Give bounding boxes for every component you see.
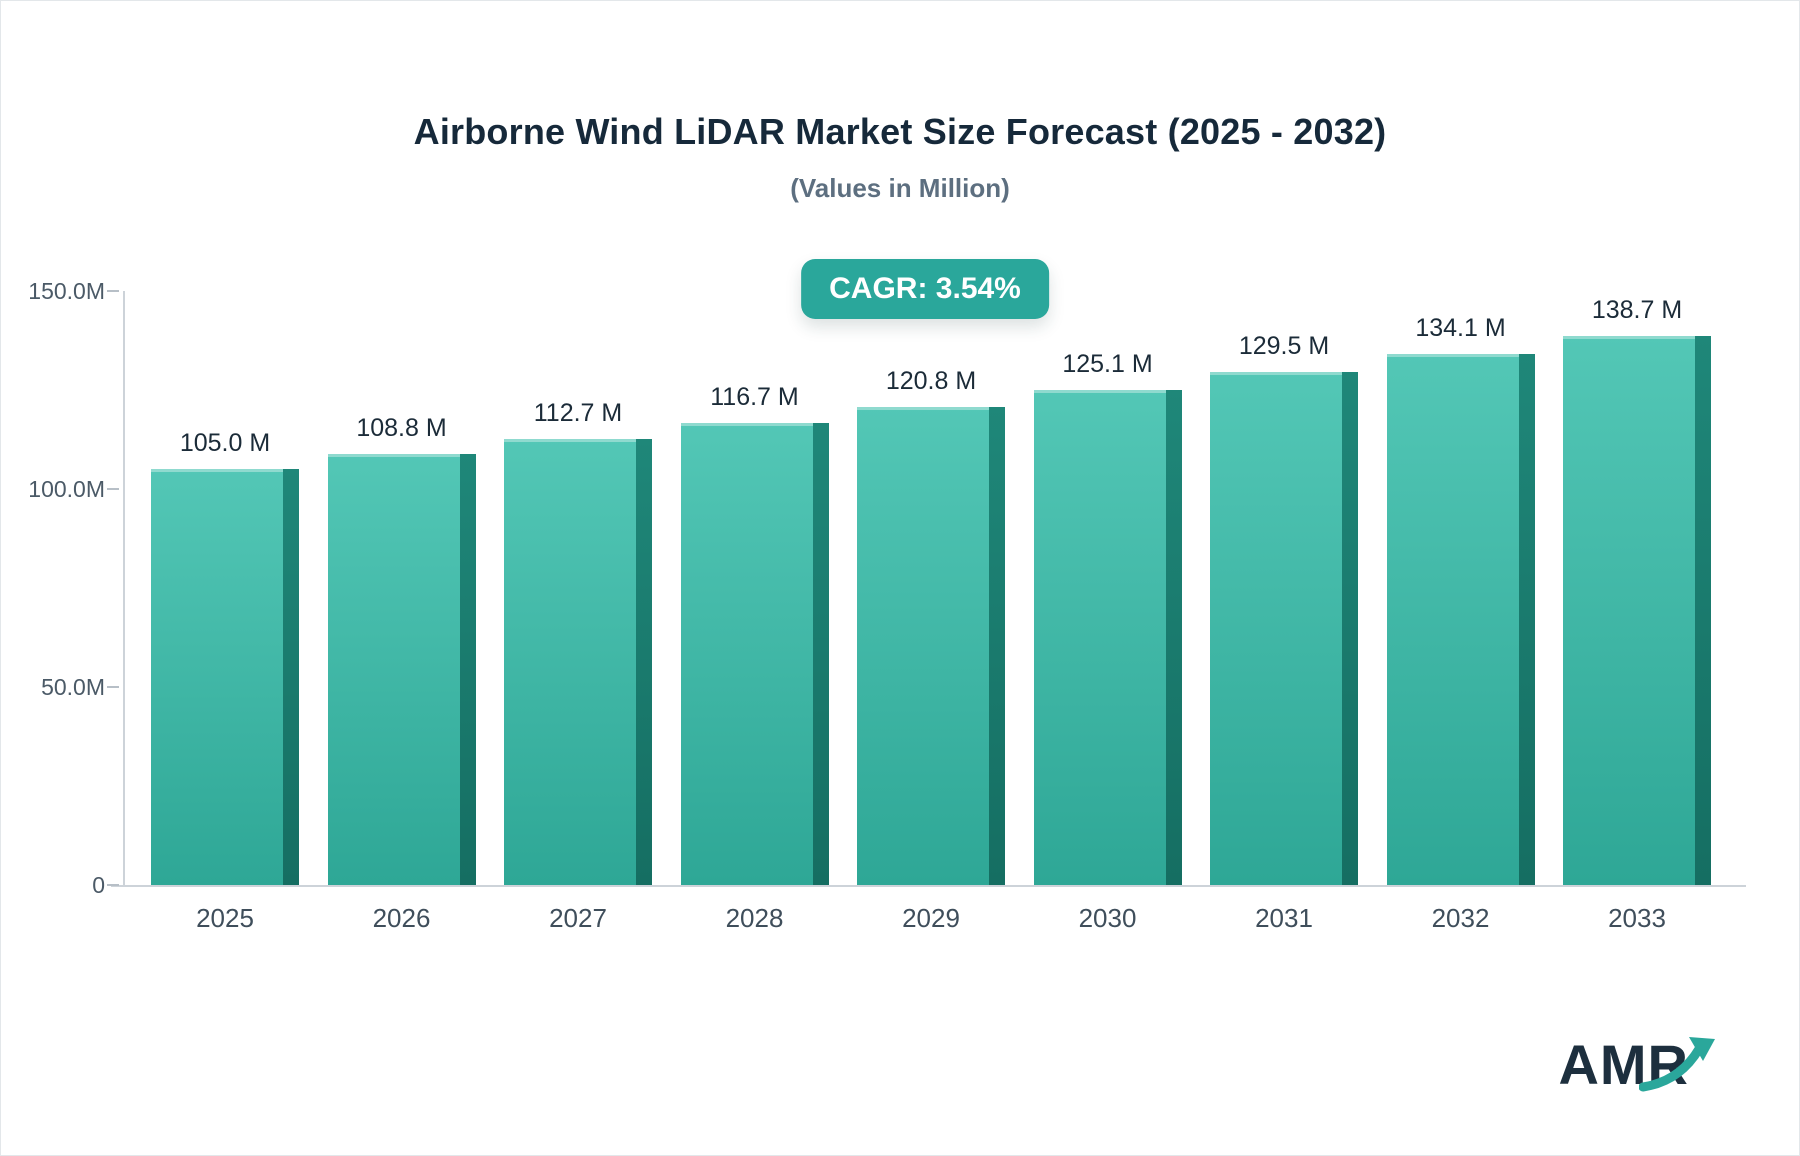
y-tick-mark	[107, 686, 119, 688]
bar-side-shade	[1518, 353, 1535, 885]
bar-face	[1210, 372, 1342, 885]
bar-2025: 105.0 M	[151, 429, 299, 885]
bar-side-shade	[812, 422, 829, 885]
x-tick-label: 2025	[196, 903, 254, 933]
x-tick-label: 2032	[1431, 903, 1490, 933]
y-tick-label: 150.0M	[28, 278, 105, 304]
bar-2032: 134.1 M	[1386, 314, 1535, 885]
bar-face	[857, 406, 989, 885]
amr-logo-text: AMR	[1558, 1033, 1689, 1096]
bar-2030: 125.1 M	[1033, 350, 1182, 885]
bar-face	[1033, 389, 1166, 885]
y-tick-label: 50.0M	[41, 674, 105, 700]
bar-side-shade	[459, 454, 476, 885]
y-tick-label: 100.0M	[28, 476, 105, 502]
bar-2027: 112.7 M	[504, 399, 652, 885]
bar-2029: 120.8 M	[857, 367, 1005, 885]
chart-title: Airborne Wind LiDAR Market Size Forecast…	[413, 111, 1387, 152]
x-tick-label: 2028	[725, 903, 784, 933]
bar-2026: 108.8 M	[327, 414, 476, 885]
y-tick-mark	[107, 290, 119, 292]
bar-side-shade	[1695, 335, 1711, 885]
bar-face	[680, 422, 813, 885]
bar-value-label: 138.7 M	[1591, 295, 1683, 324]
bar-value-label: 134.1 M	[1415, 313, 1506, 342]
x-tick-label: 2033	[1608, 903, 1666, 933]
x-tick-label: 2030	[1078, 903, 1137, 933]
bar-value-label: 120.8 M	[885, 366, 977, 395]
amr-logo-arrow-icon	[1639, 1037, 1715, 1092]
bar-side-shade	[636, 438, 652, 885]
bar-value-label: 116.7 M	[710, 382, 799, 411]
y-tick-mark	[107, 488, 119, 490]
y-tick-label: 0	[92, 872, 105, 898]
x-tick-label: 2026	[372, 903, 431, 933]
bar-value-label: 105.0 M	[179, 429, 271, 458]
bar-value-label: 125.1 M	[1062, 349, 1153, 378]
y-axis: 0 50.0M 100.0M 150.0M	[9, 1, 105, 1155]
bar-value-label: 112.7 M	[533, 398, 623, 427]
bar-2033: 138.7 M	[1563, 296, 1711, 885]
x-tick-label: 2029	[902, 903, 960, 933]
bar-face	[327, 454, 460, 885]
bar-face	[1386, 353, 1519, 885]
bar-value-label: 129.5 M	[1238, 332, 1330, 361]
bar-2031: 129.5 M	[1210, 332, 1358, 885]
bar-value-label: 108.8 M	[356, 414, 447, 443]
x-axis-line	[111, 885, 1746, 887]
x-axis: 2025 2026 2027 2028 2029 2030 2031 2032 2033	[1, 903, 1799, 947]
bar-face	[1563, 335, 1695, 885]
amr-logo: AMR	[1558, 1033, 1715, 1097]
x-tick-label: 2031	[1255, 903, 1313, 933]
bar-2028: 116.7 M	[680, 383, 829, 885]
bar-side-shade	[283, 469, 299, 885]
bar-side-shade	[989, 406, 1005, 885]
chart-subtitle: (Values in Million)	[790, 173, 1010, 203]
bar-face	[151, 469, 283, 885]
x-tick-label: 2027	[549, 903, 607, 933]
bar-side-shade	[1342, 372, 1358, 885]
bar-side-shade	[1165, 389, 1182, 885]
y-axis-line	[123, 291, 125, 887]
y-tick-mark	[107, 884, 119, 886]
cagr-badge: CAGR: 3.54%	[801, 259, 1049, 319]
bar-face	[504, 438, 636, 885]
